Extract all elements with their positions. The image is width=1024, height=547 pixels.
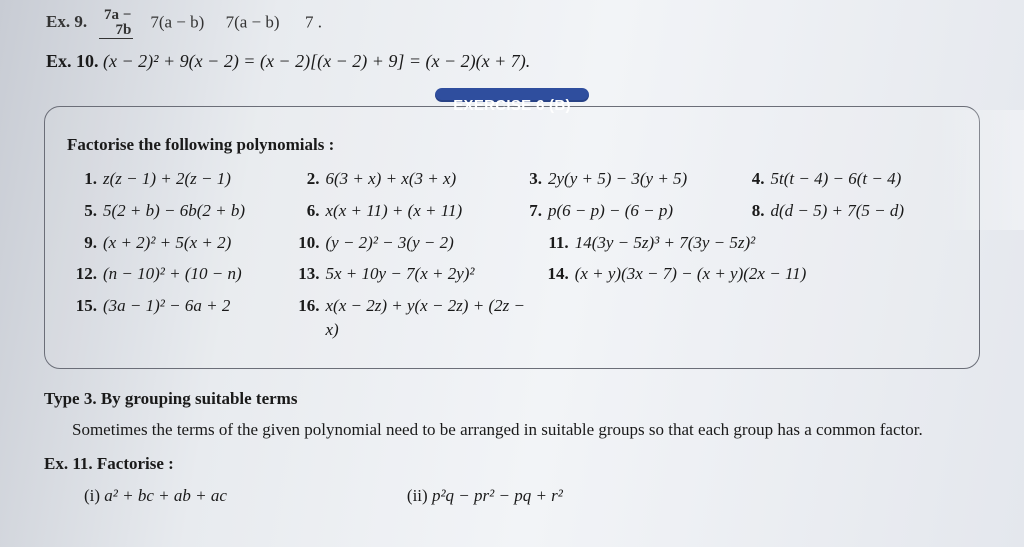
problem-number: 11.: [539, 231, 575, 255]
problem-item: 11.14(3y − 5z)³ + 7(3y − 5z)²: [539, 231, 957, 255]
problem-number: 14.: [539, 262, 575, 286]
problem-expression: (y − 2)² − 3(y − 2): [326, 231, 539, 255]
problem-expression: p(6 − p) − (6 − p): [548, 199, 735, 223]
term-3: 7: [305, 12, 314, 31]
problem-item: 5.5(2 + b) − 6b(2 + b): [67, 199, 290, 223]
type3-paragraph: Sometimes the terms of the given polynom…: [44, 417, 980, 443]
ex11-i: (i) a² + bc + ab + ac: [84, 484, 227, 508]
problem-expression: z(z − 1) + 2(z − 1): [103, 167, 290, 191]
problem-item: 7.p(6 − p) − (6 − p): [512, 199, 735, 223]
problem-item: 15.(3a − 1)² − 6a + 2: [67, 294, 290, 342]
problem-expression: (n − 10)² + (10 − n): [103, 262, 290, 286]
problem-number: 16.: [290, 294, 326, 342]
problem-expression: d(d − 5) + 7(5 − d): [771, 199, 958, 223]
ex11-ii-label: (ii): [407, 486, 432, 505]
problem-expression: 14(3y − 5z)³ + 7(3y − 5z)²: [575, 231, 957, 255]
problem-number: 8.: [735, 199, 771, 223]
problem-expression: 5t(t − 4) − 6(t − 4): [771, 167, 958, 191]
problem-item: 16.x(x − 2z) + y(x − 2z) + (2z − x): [290, 294, 539, 342]
problem-item: 6.x(x + 11) + (x + 11): [290, 199, 513, 223]
ex11-i-expr: a² + bc + ab + ac: [104, 486, 227, 505]
problem-number: 10.: [290, 231, 326, 255]
term-1: 7(a − b): [150, 12, 204, 31]
problem-number: 7.: [512, 199, 548, 223]
example-9-fragment: Ex. 9. 7a − 7b 7(a − b) 7(a − b) 7 .: [46, 8, 980, 39]
problem-number: 2.: [290, 167, 326, 191]
problem-expression: x(x − 2z) + y(x − 2z) + (2z − x): [326, 294, 539, 342]
ex11-i-label: (i): [84, 486, 104, 505]
problem-number: 1.: [67, 167, 103, 191]
problem-number: 15.: [67, 294, 103, 342]
fraction-1: 7a − 7b: [99, 8, 133, 39]
problem-expression: (3a − 1)² − 6a + 2: [103, 294, 290, 342]
problem-number: 13.: [290, 262, 326, 286]
problem-expression: x(x + 11) + (x + 11): [326, 199, 513, 223]
problem-number: 9.: [67, 231, 103, 255]
problem-number: 12.: [67, 262, 103, 286]
problem-expression: (x + 2)² + 5(x + 2): [103, 231, 290, 255]
problem-item: 14.(x + y)(3x − 7) − (x + y)(2x − 11): [539, 262, 957, 286]
ex10-label: Ex. 10.: [46, 51, 99, 71]
problem-expression: 6(3 + x) + x(3 + x): [326, 167, 513, 191]
problem-item: 1.z(z − 1) + 2(z − 1): [67, 167, 290, 191]
type3-heading: Type 3. By grouping suitable terms: [44, 387, 980, 411]
ex10-expression: (x − 2)² + 9(x − 2) = (x − 2)[(x − 2) + …: [103, 51, 530, 71]
problem-item: 9.(x + 2)² + 5(x + 2): [67, 231, 290, 255]
problem-expression: 5(2 + b) − 6b(2 + b): [103, 199, 290, 223]
problem-item: 4.5t(t − 4) − 6(t − 4): [735, 167, 958, 191]
ex9-label: Ex. 9.: [46, 12, 87, 31]
example-10: Ex. 10. (x − 2)² + 9(x − 2) = (x − 2)[(x…: [46, 49, 980, 74]
problem-number: 3.: [512, 167, 548, 191]
problem-number: 5.: [67, 199, 103, 223]
ex11-label: Ex. 11. Factorise :: [44, 452, 980, 476]
problem-expression: 2y(y + 5) − 3(y + 5): [548, 167, 735, 191]
problem-item: 10.(y − 2)² − 3(y − 2): [290, 231, 539, 255]
problem-item: 8.d(d − 5) + 7(5 − d): [735, 199, 958, 223]
instruction: Factorise the following polynomials :: [67, 133, 957, 157]
problem-expression: (x + y)(3x − 7) − (x + y)(2x − 11): [575, 262, 957, 286]
problem-number: 6.: [290, 199, 326, 223]
problem-number: 4.: [735, 167, 771, 191]
problems-grid: 1.z(z − 1) + 2(z − 1)2.6(3 + x) + x(3 + …: [67, 167, 957, 350]
ex11-ii: (ii) p²q − pr² − pq + r²: [407, 484, 563, 508]
problem-item: 13.5x + 10y − 7(x + 2y)²: [290, 262, 539, 286]
term-2: 7(a − b): [226, 12, 280, 31]
exercise-box: Factorise the following polynomials : 1.…: [44, 106, 980, 369]
problem-item: 2.6(3 + x) + x(3 + x): [290, 167, 513, 191]
exercise-pill: EXERCISE 6 (B): [435, 88, 589, 102]
ex11-ii-expr: p²q − pr² − pq + r²: [432, 486, 563, 505]
problem-expression: 5x + 10y − 7(x + 2y)²: [326, 262, 539, 286]
problem-item: 3.2y(y + 5) − 3(y + 5): [512, 167, 735, 191]
textbook-page: Ex. 9. 7a − 7b 7(a − b) 7(a − b) 7 . Ex.…: [0, 0, 1024, 508]
problem-item: 12.(n − 10)² + (10 − n): [67, 262, 290, 286]
ex11-subitems: (i) a² + bc + ab + ac (ii) p²q − pr² − p…: [84, 484, 980, 508]
